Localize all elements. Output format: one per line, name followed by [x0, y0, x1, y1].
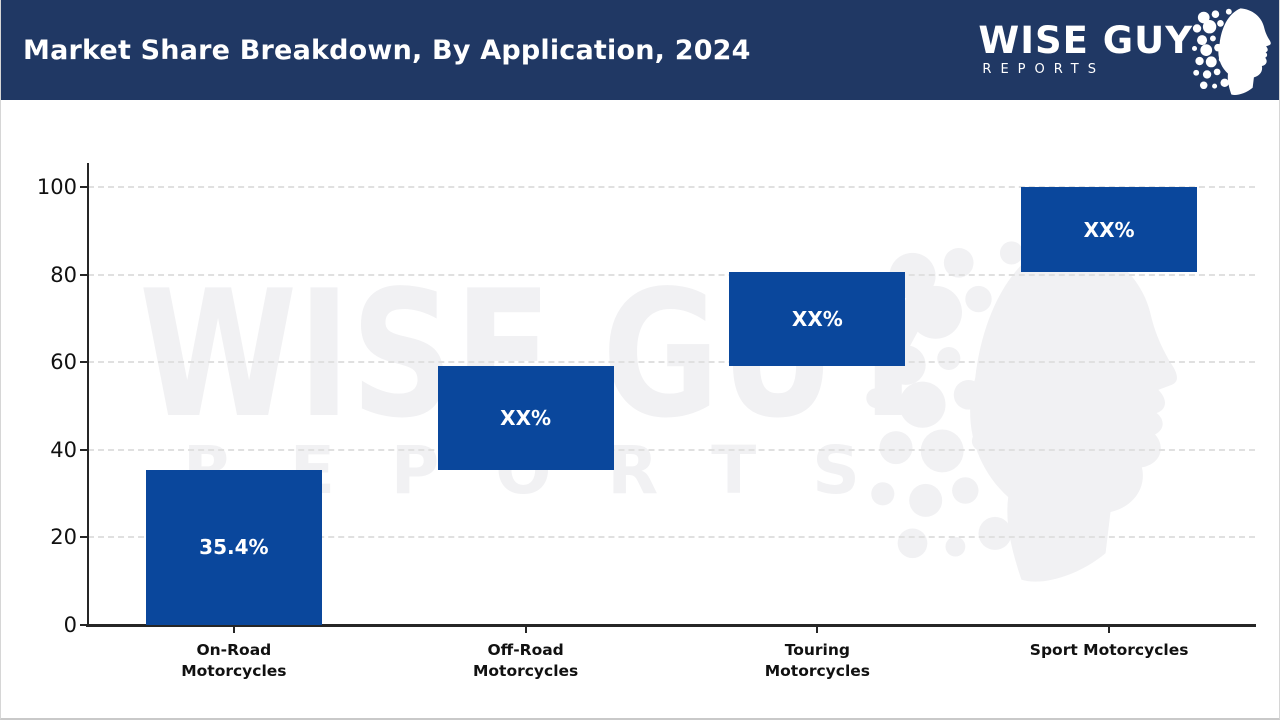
x-axis-category-label: On-Road Motorcycles	[181, 641, 287, 680]
gridline	[88, 448, 1255, 451]
chart-title: Market Share Breakdown, By Application, …	[23, 34, 751, 66]
x-axis-category-label: Off-Road Motorcycles	[472, 641, 579, 680]
brand-name: WISE GUY	[978, 19, 1193, 62]
y-axis-tick-mark	[80, 186, 88, 188]
gridline	[88, 273, 1255, 276]
waterfall-bar: 35.4%	[145, 469, 322, 625]
x-axis-tick-mark	[816, 627, 819, 633]
x-axis-tick-mark	[232, 627, 235, 633]
brand-head-icon	[1191, 5, 1275, 97]
y-axis-tick-mark	[80, 273, 88, 276]
x-axis-category-label: Sport Motorcycles	[1029, 641, 1189, 659]
y-axis-tick-mark	[80, 624, 88, 626]
y-axis-tick-mark	[80, 536, 88, 539]
y-axis-tick-label: 20	[50, 525, 77, 550]
waterfall-bar: XX%	[1021, 187, 1198, 273]
bar-value-label: XX%	[1083, 217, 1135, 242]
brand-subname: REPORTS	[982, 62, 1106, 77]
y-axis-tick-label: 80	[50, 262, 77, 287]
gridline	[88, 186, 1255, 188]
gridline	[88, 536, 1255, 539]
y-axis-tick-mark	[80, 361, 88, 364]
header-bar: Market Share Breakdown, By Application, …	[1, 0, 1279, 100]
waterfall-bar: XX%	[437, 365, 614, 470]
gridline	[88, 361, 1255, 364]
bar-value-label: XX%	[791, 307, 843, 332]
y-axis-line	[87, 163, 89, 627]
x-axis-tick-mark	[524, 627, 527, 633]
y-axis-tick-label: 0	[63, 613, 77, 637]
y-axis-tick-label: 100	[36, 175, 77, 199]
y-axis-tick-mark	[80, 448, 88, 451]
y-axis-tick-label: 60	[50, 350, 77, 375]
bar-value-label: 35.4%	[199, 535, 269, 560]
waterfall-bar: XX%	[729, 272, 906, 366]
x-axis-tick-mark	[1108, 627, 1111, 633]
y-axis-tick-label: 40	[50, 437, 77, 462]
brand-logo: WISE GUY REPORTS	[978, 22, 1193, 77]
x-axis-line	[86, 624, 1256, 627]
bar-value-label: XX%	[500, 405, 552, 430]
x-axis-category-label: Touring Motorcycles	[764, 641, 871, 680]
